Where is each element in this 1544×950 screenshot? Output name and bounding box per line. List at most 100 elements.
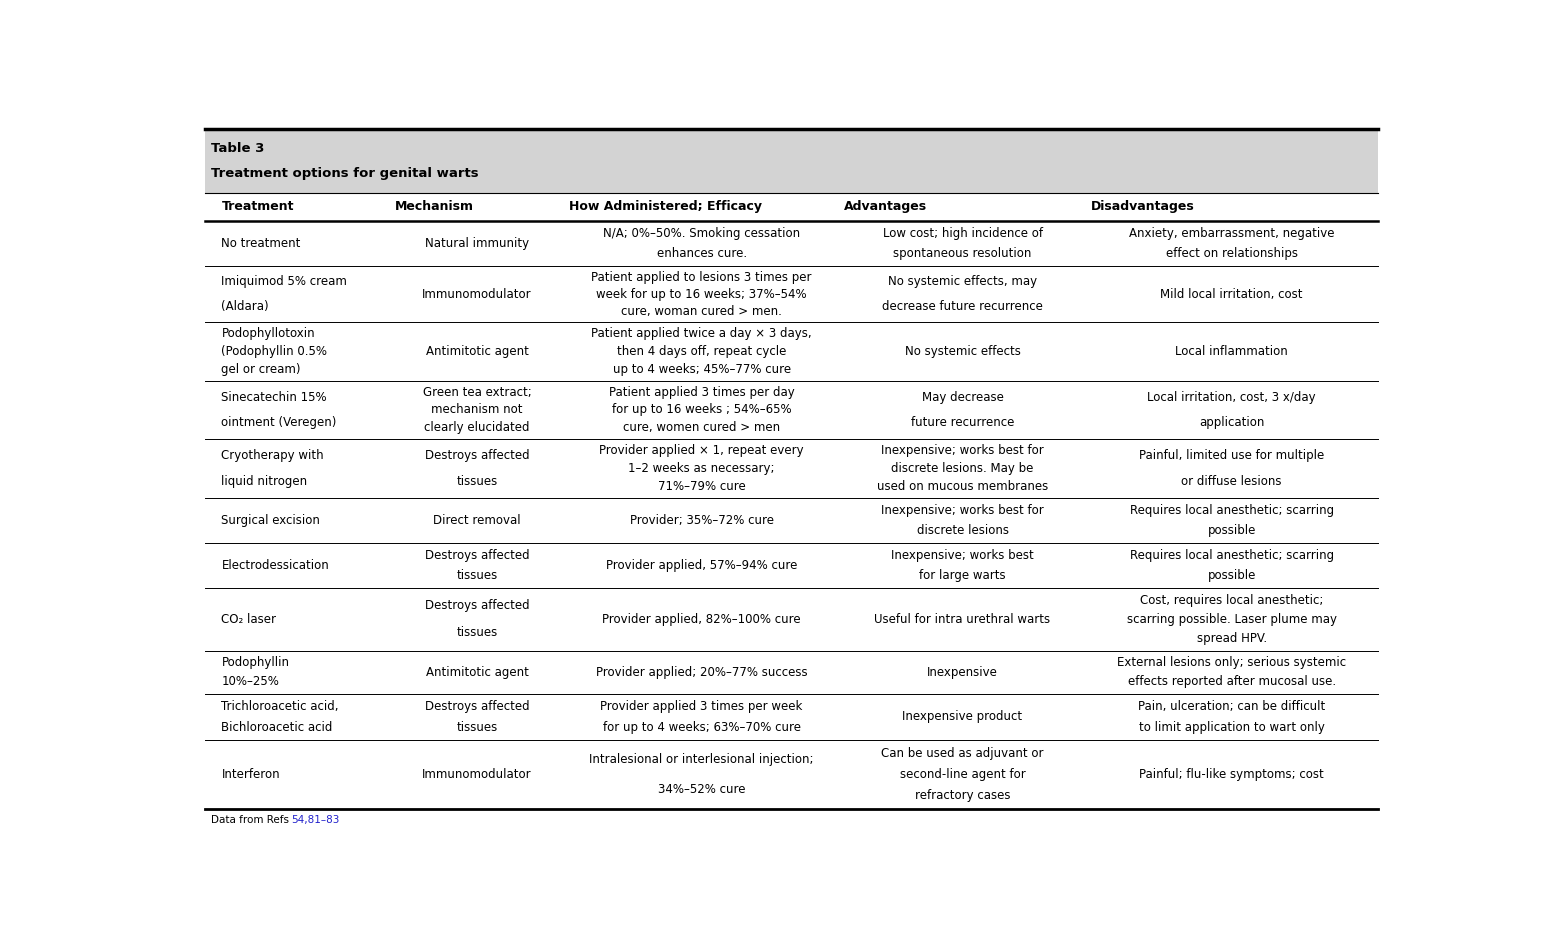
Text: Local inflammation: Local inflammation	[1175, 345, 1288, 358]
Text: Podophyllin: Podophyllin	[221, 656, 289, 669]
Text: Useful for intra urethral warts: Useful for intra urethral warts	[874, 613, 1050, 626]
Text: Bichloroacetic acid: Bichloroacetic acid	[221, 721, 334, 733]
Text: Cost, requires local anesthetic;: Cost, requires local anesthetic;	[1139, 594, 1323, 607]
Text: 71%–79% cure: 71%–79% cure	[658, 480, 746, 493]
Text: mechanism not: mechanism not	[431, 404, 523, 416]
Text: Treatment: Treatment	[221, 200, 293, 213]
Text: Cryotherapy with: Cryotherapy with	[221, 449, 324, 463]
Text: Natural immunity: Natural immunity	[425, 237, 530, 250]
Text: Antimitotic agent: Antimitotic agent	[426, 666, 528, 678]
Text: Electrodessication: Electrodessication	[221, 560, 329, 572]
Text: up to 4 weeks; 45%–77% cure: up to 4 weeks; 45%–77% cure	[613, 363, 791, 375]
Text: clearly elucidated: clearly elucidated	[425, 421, 530, 434]
Text: tissues: tissues	[457, 569, 497, 582]
Text: to limit application to wart only: to limit application to wart only	[1138, 721, 1325, 733]
Text: Immunomodulator: Immunomodulator	[422, 288, 531, 300]
Text: for up to 4 weeks; 63%–70% cure: for up to 4 weeks; 63%–70% cure	[602, 721, 801, 733]
Text: Provider applied; 20%–77% success: Provider applied; 20%–77% success	[596, 666, 808, 678]
Text: Immunomodulator: Immunomodulator	[422, 769, 531, 781]
Text: Surgical excision: Surgical excision	[221, 514, 320, 527]
Text: ointment (Veregen): ointment (Veregen)	[221, 416, 337, 429]
Text: Inexpensive; works best for: Inexpensive; works best for	[882, 445, 1044, 457]
Text: 34%–52% cure: 34%–52% cure	[658, 783, 746, 796]
Text: Destroys affected: Destroys affected	[425, 449, 530, 463]
Text: Mild local irritation, cost: Mild local irritation, cost	[1161, 288, 1303, 300]
Text: Trichloroacetic acid,: Trichloroacetic acid,	[221, 700, 340, 713]
Text: Pain, ulceration; can be difficult: Pain, ulceration; can be difficult	[1138, 700, 1325, 713]
Text: Sinecatechin 15%: Sinecatechin 15%	[221, 390, 327, 404]
Text: Can be used as adjuvant or: Can be used as adjuvant or	[882, 748, 1044, 760]
Text: second-line agent for: second-line agent for	[900, 769, 1025, 781]
Text: 54,81–83: 54,81–83	[292, 815, 340, 825]
Text: How Administered; Efficacy: How Administered; Efficacy	[568, 200, 761, 213]
Text: Destroys affected: Destroys affected	[425, 549, 530, 562]
Text: Green tea extract;: Green tea extract;	[423, 386, 531, 399]
Text: 10%–25%: 10%–25%	[221, 674, 279, 688]
Text: tissues: tissues	[457, 721, 497, 733]
Text: discrete lesions: discrete lesions	[917, 523, 1008, 537]
Text: week for up to 16 weeks; 37%–54%: week for up to 16 weeks; 37%–54%	[596, 288, 808, 300]
Text: enhances cure.: enhances cure.	[656, 247, 747, 259]
Text: 1–2 weeks as necessary;: 1–2 weeks as necessary;	[628, 462, 775, 475]
Text: Patient applied twice a day × 3 days,: Patient applied twice a day × 3 days,	[591, 327, 812, 340]
Text: cure, woman cured > men.: cure, woman cured > men.	[621, 305, 781, 317]
Text: Provider applied, 57%–94% cure: Provider applied, 57%–94% cure	[605, 560, 797, 572]
Text: Treatment options for genital warts: Treatment options for genital warts	[212, 166, 479, 180]
Text: Disadvantages: Disadvantages	[1090, 200, 1194, 213]
Text: No systemic effects: No systemic effects	[905, 345, 1021, 358]
Text: decrease future recurrence: decrease future recurrence	[882, 300, 1042, 313]
Text: cure, women cured > men: cure, women cured > men	[624, 421, 780, 434]
Text: discrete lesions. May be: discrete lesions. May be	[891, 462, 1033, 475]
Text: Patient applied to lesions 3 times per: Patient applied to lesions 3 times per	[591, 271, 812, 283]
Text: Requires local anesthetic; scarring: Requires local anesthetic; scarring	[1130, 549, 1334, 562]
Text: Destroys affected: Destroys affected	[425, 700, 530, 713]
Text: Provider applied, 82%–100% cure: Provider applied, 82%–100% cure	[602, 613, 801, 626]
Text: Inexpensive; works best for: Inexpensive; works best for	[882, 504, 1044, 517]
Text: Antimitotic agent: Antimitotic agent	[426, 345, 528, 358]
Text: Local irritation, cost, 3 x/day: Local irritation, cost, 3 x/day	[1147, 390, 1315, 404]
Text: tissues: tissues	[457, 626, 497, 639]
Bar	[205, 128, 1377, 193]
Text: No treatment: No treatment	[221, 237, 301, 250]
Text: Table 3: Table 3	[212, 142, 264, 155]
Text: future recurrence: future recurrence	[911, 416, 1014, 429]
Text: No systemic effects, may: No systemic effects, may	[888, 276, 1038, 289]
Text: Anxiety, embarrassment, negative: Anxiety, embarrassment, negative	[1129, 227, 1334, 240]
Text: for up to 16 weeks ; 54%–65%: for up to 16 weeks ; 54%–65%	[611, 404, 792, 416]
Text: Interferon: Interferon	[221, 769, 279, 781]
Text: Inexpensive product: Inexpensive product	[902, 711, 1022, 724]
Text: Data from Refs: Data from Refs	[212, 815, 292, 825]
Text: Painful; flu-like symptoms; cost: Painful; flu-like symptoms; cost	[1139, 769, 1325, 781]
Text: (Aldara): (Aldara)	[221, 300, 269, 313]
Text: spread HPV.: spread HPV.	[1197, 632, 1266, 645]
Text: Provider applied × 1, repeat every: Provider applied × 1, repeat every	[599, 445, 804, 457]
Text: possible: possible	[1207, 523, 1255, 537]
Text: CO₂ laser: CO₂ laser	[221, 613, 276, 626]
Text: Inexpensive; works best: Inexpensive; works best	[891, 549, 1034, 562]
Text: Provider; 35%–72% cure: Provider; 35%–72% cure	[630, 514, 774, 527]
Text: effect on relationships: effect on relationships	[1166, 247, 1297, 259]
Text: for large warts: for large warts	[919, 569, 1005, 582]
Text: External lesions only; serious systemic: External lesions only; serious systemic	[1116, 656, 1346, 669]
Text: Advantages: Advantages	[845, 200, 928, 213]
Text: possible: possible	[1207, 569, 1255, 582]
Text: scarring possible. Laser plume may: scarring possible. Laser plume may	[1127, 613, 1337, 626]
Text: (Podophyllin 0.5%: (Podophyllin 0.5%	[221, 345, 327, 358]
Text: effects reported after mucosal use.: effects reported after mucosal use.	[1127, 674, 1336, 688]
Text: Imiquimod 5% cream: Imiquimod 5% cream	[221, 276, 347, 289]
Text: gel or cream): gel or cream)	[221, 363, 301, 375]
Text: Requires local anesthetic; scarring: Requires local anesthetic; scarring	[1130, 504, 1334, 517]
Text: N/A; 0%–50%. Smoking cessation: N/A; 0%–50%. Smoking cessation	[604, 227, 800, 240]
Text: Inexpensive: Inexpensive	[926, 666, 997, 678]
Text: Provider applied 3 times per week: Provider applied 3 times per week	[601, 700, 803, 713]
Text: Low cost; high incidence of: Low cost; high incidence of	[883, 227, 1042, 240]
Text: Painful, limited use for multiple: Painful, limited use for multiple	[1139, 449, 1325, 463]
Text: application: application	[1200, 416, 1265, 429]
Text: refractory cases: refractory cases	[914, 789, 1010, 802]
Text: May decrease: May decrease	[922, 390, 1004, 404]
Text: Podophyllotoxin: Podophyllotoxin	[221, 327, 315, 340]
Text: Mechanism: Mechanism	[395, 200, 474, 213]
Text: Patient applied 3 times per day: Patient applied 3 times per day	[608, 386, 795, 399]
Text: liquid nitrogen: liquid nitrogen	[221, 475, 307, 487]
Text: spontaneous resolution: spontaneous resolution	[894, 247, 1031, 259]
